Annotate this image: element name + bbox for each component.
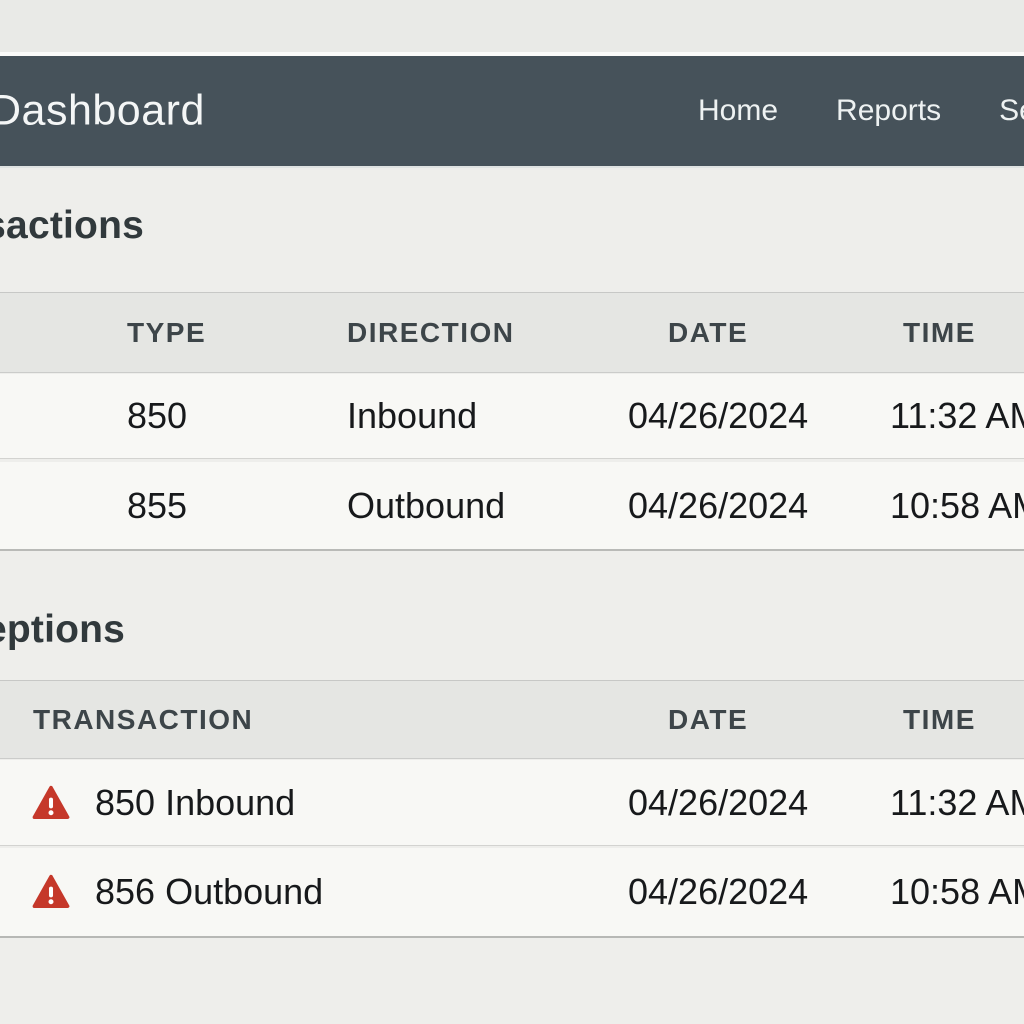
main-nav: Home Reports Settings [698,94,1024,128]
cell-date: 04/26/2024 [628,484,809,526]
cell-direction: Outbound [347,484,506,526]
cell-time: 10:58 AM [890,484,1024,526]
transaction-row[interactable]: 855 Outbound 04/26/2024 10:58 AM [0,462,1024,551]
cell-date: 04/26/2024 [628,395,809,436]
column-header-transaction: TRANSACTION [33,703,254,735]
column-header-direction: DIRECTION [347,316,515,348]
nav-item-home[interactable]: Home [698,94,779,127]
warning-icon [32,873,70,911]
cell-direction: Inbound [347,395,478,436]
column-header-date: DATE [668,316,749,348]
top-strip [0,0,1024,56]
column-header-type: TYPE [127,316,207,348]
nav-item-settings[interactable]: Settings [999,94,1024,127]
cell-transaction: 856 Outbound [95,871,324,912]
cell-transaction: 850 Inbound [95,781,296,823]
cell-type: 855 [127,484,188,526]
app-bar: Dashboard Home Reports Settings [0,56,1024,168]
transactions-table-header: TYPE DIRECTION DATE TIME [0,292,1024,373]
cell-date: 04/26/2024 [628,781,809,823]
column-header-time: TIME [903,316,976,348]
transaction-row[interactable]: 850 Inbound 04/26/2024 11:32 AM [0,374,1024,459]
page-title: Dashboard [0,86,205,135]
cell-time: 11:32 AM [890,395,1024,436]
nav-item-reports[interactable]: Reports [836,94,942,127]
column-header-date: DATE [668,703,749,735]
exception-row[interactable]: 850 Inbound 04/26/2024 11:32 AM [0,760,1024,846]
column-header-time: TIME [903,703,976,735]
warning-icon [32,784,70,822]
cell-date: 04/26/2024 [628,871,809,912]
cell-type: 850 [127,395,188,436]
exceptions-table-header: TRANSACTION DATE TIME [0,680,1024,759]
exception-row[interactable]: 856 Outbound 04/26/2024 10:58 AM [0,848,1024,938]
cell-time: 11:32 AM [890,781,1024,823]
exceptions-heading: Exceptions [0,608,126,651]
cell-time: 10:58 AM [890,871,1024,912]
transactions-heading: Transactions [0,204,144,247]
